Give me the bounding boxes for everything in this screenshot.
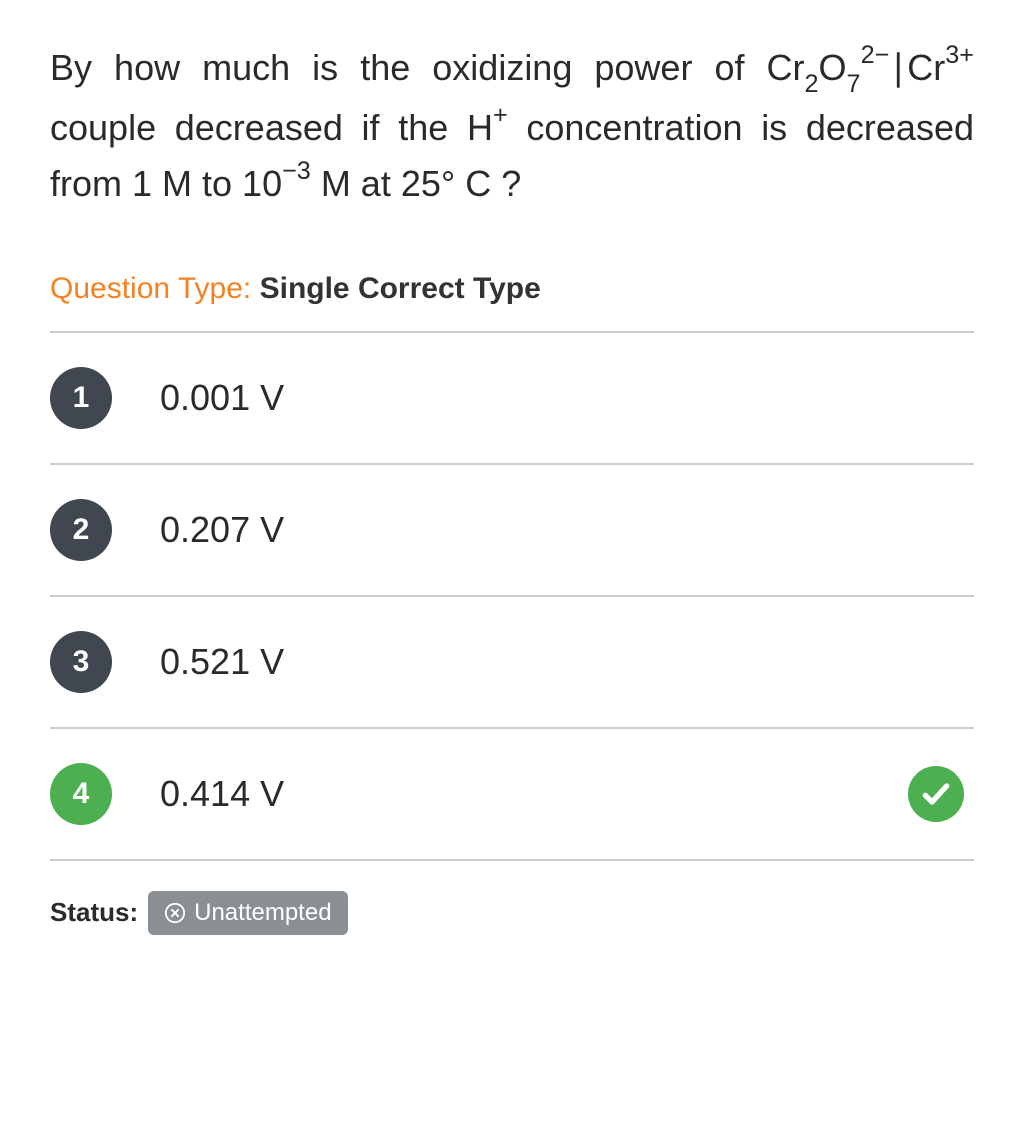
option-label-1: 0.001 V	[160, 377, 964, 419]
option-badge-2: 2	[50, 499, 112, 561]
question-container: By how much is the oxidizing power of Cr…	[0, 0, 1024, 955]
option-label-3: 0.521 V	[160, 641, 964, 683]
question-type-value: Single Correct Type	[260, 272, 541, 305]
question-text: By how much is the oxidizing power of Cr…	[50, 40, 974, 212]
status-pill: Unattempted	[148, 891, 347, 935]
option-badge-4: 4	[50, 763, 112, 825]
option-4[interactable]: 4 0.414 V	[50, 727, 974, 861]
option-label-4: 0.414 V	[160, 773, 908, 815]
question-type-row: Question Type: Single Correct Type	[50, 272, 974, 306]
option-2[interactable]: 2 0.207 V	[50, 463, 974, 595]
options-list: 1 0.001 V 2 0.207 V 3 0.521 V 4 0.414 V	[50, 331, 974, 861]
status-row: Status: Unattempted	[50, 891, 974, 935]
status-pill-text: Unattempted	[194, 899, 331, 927]
question-type-label: Question Type:	[50, 272, 251, 305]
option-label-2: 0.207 V	[160, 509, 964, 551]
option-badge-1: 1	[50, 367, 112, 429]
option-1[interactable]: 1 0.001 V	[50, 331, 974, 463]
option-badge-3: 3	[50, 631, 112, 693]
correct-check-icon	[908, 766, 964, 822]
option-3[interactable]: 3 0.521 V	[50, 595, 974, 727]
close-circle-icon	[164, 902, 186, 924]
status-label: Status:	[50, 897, 138, 928]
